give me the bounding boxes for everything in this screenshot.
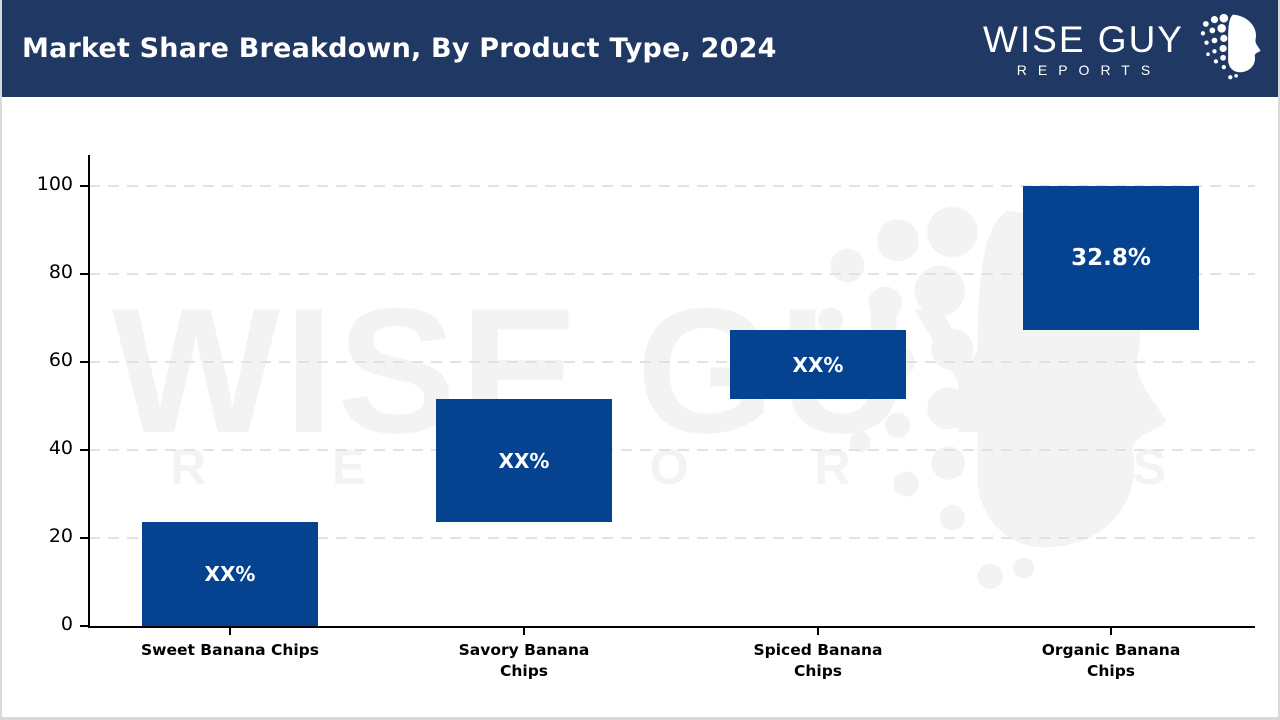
x-axis-tick <box>523 628 525 635</box>
y-axis-tick <box>80 449 89 451</box>
x-category-label-line: Organic Banana <box>1041 641 1181 659</box>
brand-name: WISE GUY <box>982 18 1184 60</box>
y-axis-tick-label: 20 <box>48 525 73 547</box>
bar-value-label: XX% <box>204 562 256 587</box>
x-category-label: Organic Banana Chips <box>996 640 1226 682</box>
y-axis-tick-label: 80 <box>48 261 73 283</box>
x-category-label-line: Chips <box>499 661 549 680</box>
y-axis-line <box>88 155 90 628</box>
x-category-label-line: Savory Banana <box>458 641 590 659</box>
x-category-label: Savory Banana Chips <box>409 640 639 682</box>
bar-sweet-banana-chips: XX% <box>142 522 318 626</box>
gridline <box>89 361 1255 363</box>
x-category-label: Sweet Banana Chips <box>115 640 345 661</box>
x-axis-line <box>88 626 1255 628</box>
header-band: Market Share Breakdown, By Product Type,… <box>0 0 1280 97</box>
x-axis-tick <box>1110 628 1112 635</box>
y-axis-tick-label: 100 <box>36 173 73 195</box>
x-category-label: Spiced Banana Chips <box>703 640 933 682</box>
gridline <box>89 537 1255 539</box>
y-axis-tick <box>80 273 89 275</box>
watermark-reports-text: R E P O R T S <box>170 439 1223 495</box>
brand-logo: WISE GUY REPORTS <box>983 7 1280 91</box>
bar-value-label: XX% <box>498 448 550 473</box>
y-axis-tick <box>80 537 89 539</box>
y-axis-tick <box>80 361 89 363</box>
y-axis-tick <box>80 185 89 187</box>
y-axis-tick-label: 60 <box>48 349 73 371</box>
x-category-label-line: Chips <box>1086 661 1136 680</box>
bar-value-label: XX% <box>792 352 844 377</box>
gridline <box>89 449 1255 451</box>
brand-subtitle: REPORTS <box>1016 61 1162 78</box>
y-axis-tick <box>80 625 89 627</box>
gridline <box>89 273 1255 275</box>
x-category-label-line: Sweet Banana Chips <box>140 641 319 659</box>
x-axis-tick <box>229 628 231 635</box>
chart-title: Market Share Breakdown, By Product Type,… <box>22 33 777 64</box>
bar-savory-banana-chips: XX% <box>436 399 612 523</box>
x-category-label-line: Chips <box>793 661 843 680</box>
x-category-label-line: Spiced Banana <box>753 641 883 659</box>
bar-organic-banana-chips: 32.8% <box>1023 186 1199 331</box>
dotted-head-icon <box>1190 7 1262 91</box>
x-axis-tick <box>817 628 819 635</box>
y-axis-tick-label: 0 <box>60 613 73 635</box>
y-axis-tick-label: 40 <box>48 437 73 459</box>
brand-logo-text: WISE GUY REPORTS <box>983 21 1184 77</box>
gridline <box>89 185 1255 187</box>
bar-value-label: 32.8% <box>1071 245 1151 272</box>
bar-spiced-banana-chips: XX% <box>730 330 906 400</box>
